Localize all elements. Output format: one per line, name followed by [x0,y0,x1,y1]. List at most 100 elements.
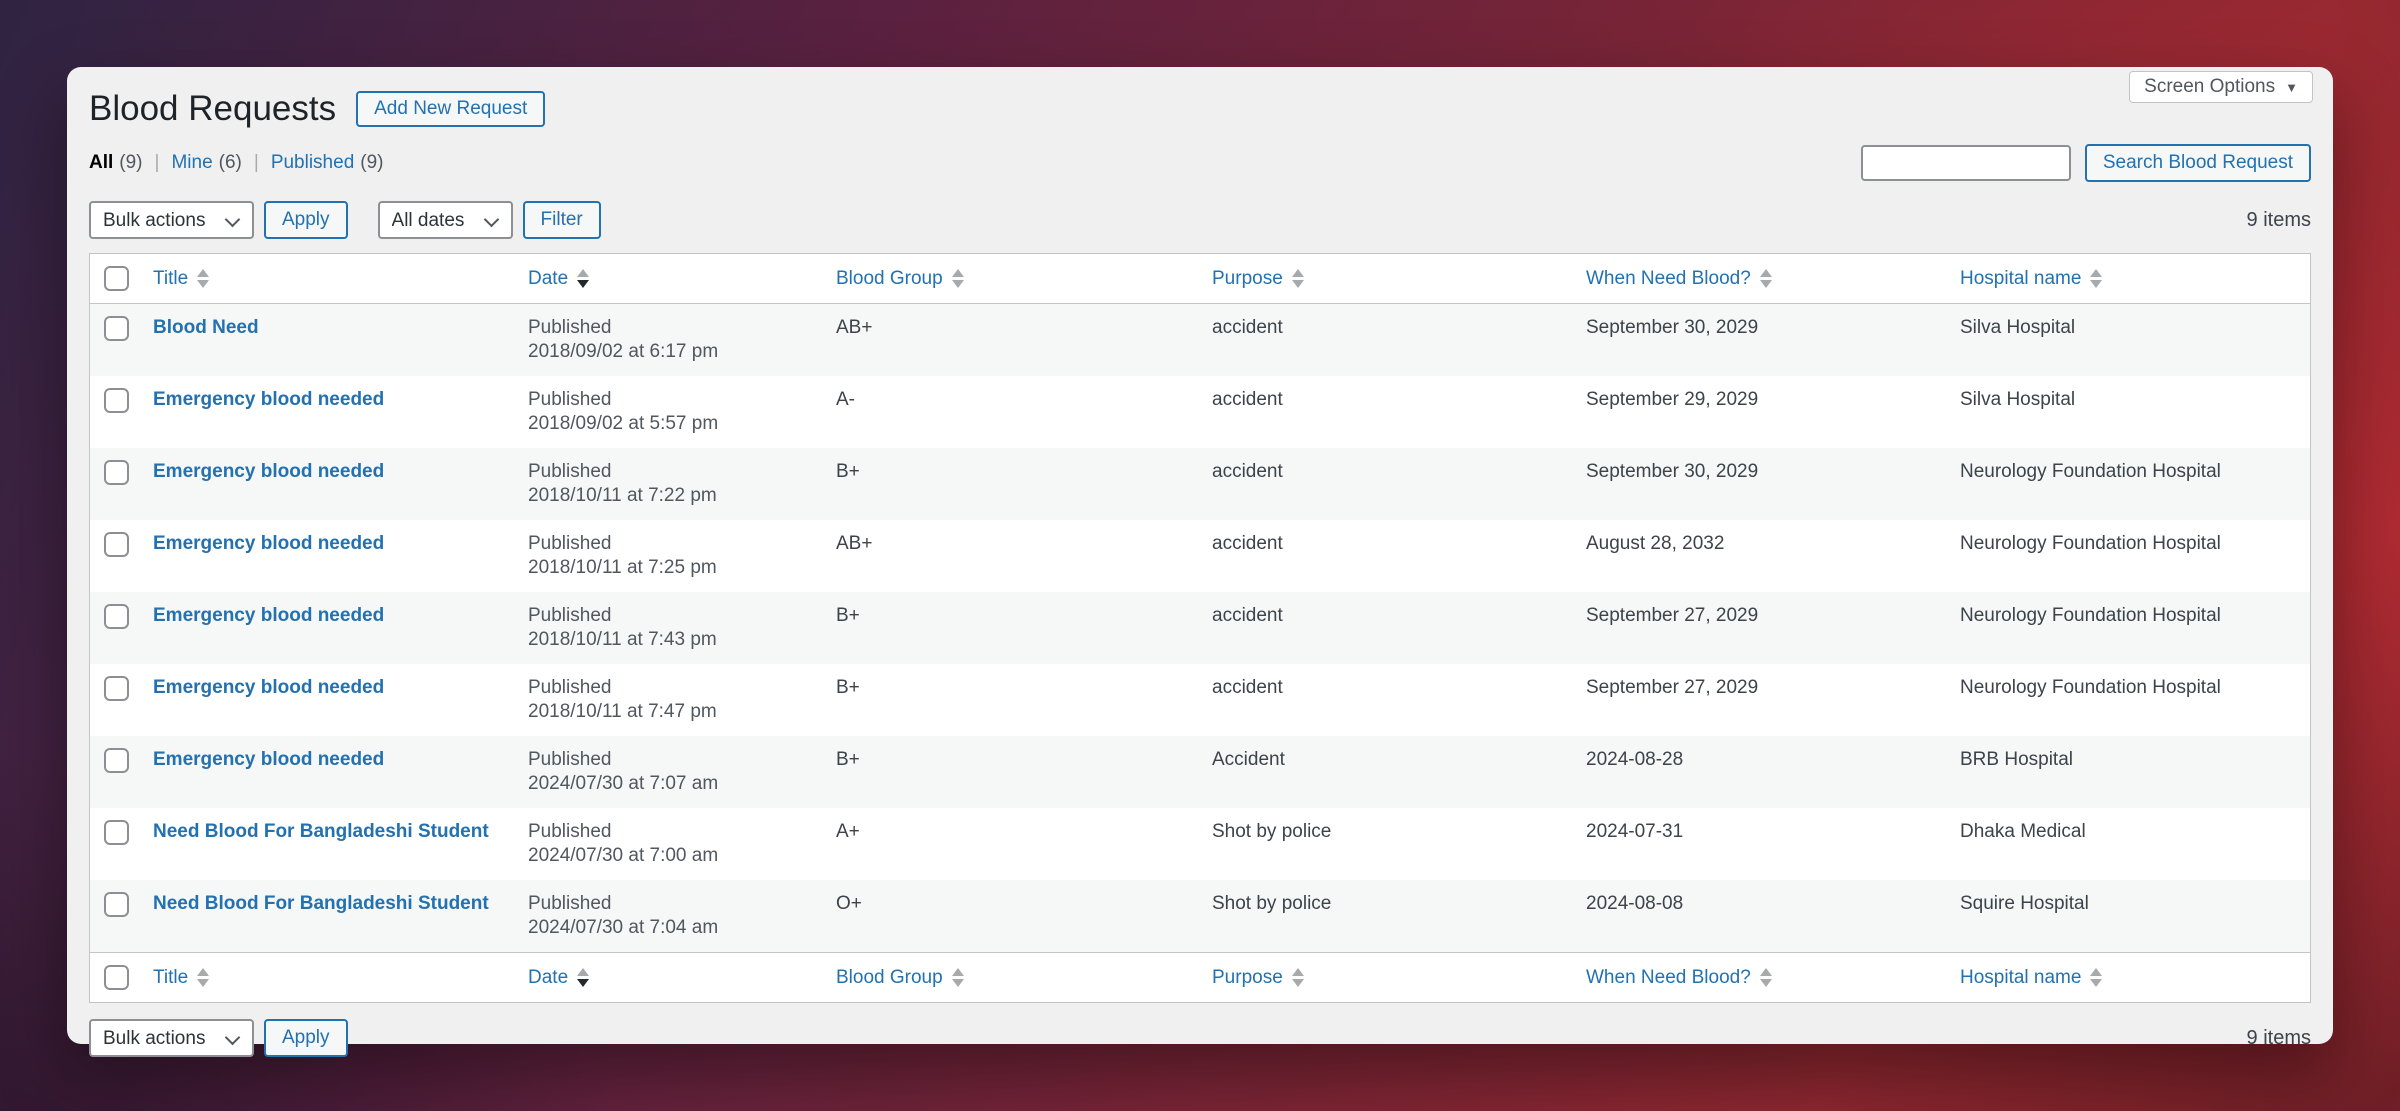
filter-button[interactable]: Filter [522,201,601,239]
row-date: 2018/10/11 at 7:47 pm [528,701,717,722]
column-label: Date [528,267,569,289]
select-all-checkbox[interactable] [104,965,129,990]
view-link-mine[interactable]: Mine [171,152,213,173]
column-header-hospital-name[interactable]: Hospital name [1960,268,2103,290]
row-checkbox[interactable] [104,388,129,413]
row-title-link[interactable]: Emergency blood needed [153,605,385,626]
dates-filter-select[interactable]: All dates [377,201,513,239]
view-link-all[interactable]: All [89,152,114,173]
row-blood-group: B+ [836,605,860,626]
row-title-link[interactable]: Need Blood For Bangladeshi Student [153,893,489,914]
sort-indicator-icon [1759,269,1772,288]
column-header-when-need-blood[interactable]: When Need Blood? [1586,268,1772,290]
row-title-link[interactable]: Emergency blood needed [153,389,385,410]
column-label: Purpose [1212,966,1283,988]
sort-indicator-icon [1759,968,1772,987]
view-count: (6) [218,152,242,173]
row-title-link[interactable]: Emergency blood needed [153,533,385,554]
row-date: 2024/07/30 at 7:07 am [528,773,719,794]
search-box: Search Blood Request [1860,144,2311,182]
column-header-date[interactable]: Date [528,966,590,989]
search-input[interactable] [1860,145,2071,181]
column-header-title[interactable]: Title [153,966,210,989]
row-blood-group: O+ [836,893,862,914]
table-row: Emergency blood needed Published 2018/10… [89,592,2311,664]
row-checkbox[interactable] [104,820,129,845]
table-row: Emergency blood needed Published 2018/09… [90,376,2311,448]
column-label: Title [153,966,189,988]
subnav-row: All(9)Mine(6)Published(9) Search Blood R… [89,143,2311,183]
top-toolbar: Bulk actions Apply All dates Filter 9 it… [89,201,2311,239]
view-link-published[interactable]: Published [270,152,355,173]
row-title-link[interactable]: Emergency blood needed [153,461,385,482]
table-header-row: Title Date Blood Group Purpose When Need Blo… [89,253,2311,304]
table-row: Emergency blood needed Published 2018/10… [90,520,2311,592]
row-title-link[interactable]: Emergency blood needed [153,749,385,770]
screen-options-tab[interactable]: Screen Options ▼ [2129,71,2313,103]
column-header-hospital-name[interactable]: Hospital name [1960,966,2103,989]
column-label: Date [528,966,569,988]
row-date: 2018/10/11 at 7:43 pm [528,629,717,650]
select-all-checkbox[interactable] [104,266,129,291]
row-title-link[interactable]: Emergency blood needed [153,677,385,698]
row-when-need-blood: 2024-08-08 [1586,893,1684,914]
row-checkbox[interactable] [104,748,129,773]
column-header-title[interactable]: Title [153,268,210,290]
column-header-when-need-blood[interactable]: When Need Blood? [1586,967,1772,989]
bulk-actions-select[interactable]: Bulk actions [89,201,254,239]
row-date: 2018/09/02 at 5:57 pm [528,413,719,434]
apply-button-bottom[interactable]: Apply [264,1019,348,1057]
row-purpose: accident [1212,605,1283,626]
row-purpose: accident [1212,533,1283,554]
column-label: Purpose [1212,267,1283,289]
add-new-request-button[interactable]: Add New Request [356,91,546,127]
row-title-link[interactable]: Need Blood For Bangladeshi Student [153,821,489,842]
row-title-link[interactable]: Blood Need [153,317,259,338]
row-when-need-blood: September 30, 2029 [1586,317,1759,338]
bottom-toolbar: Bulk actions Apply 9 items [89,1019,2311,1057]
column-header-date[interactable]: Date [528,267,590,290]
screen-options-label: Screen Options [2144,76,2276,97]
table-row: Emergency blood needed Published 2018/10… [89,448,2311,520]
row-status: Published [528,317,612,338]
row-date: 2018/10/11 at 7:25 pm [528,557,717,578]
bulk-actions-select-wrap-bottom: Bulk actions [89,1019,254,1057]
row-date: 2018/09/02 at 6:17 pm [528,341,719,362]
column-header-purpose[interactable]: Purpose [1212,967,1304,989]
table-body: Blood Need Published 2018/09/02 at 6:17 … [89,303,2311,953]
row-status: Published [528,821,612,842]
column-header-blood-group[interactable]: Blood Group [836,967,964,989]
row-checkbox[interactable] [104,316,129,341]
row-hospital-name: Silva Hospital [1960,389,2076,410]
sort-indicator-icon [1291,269,1304,288]
row-hospital-name: Dhaka Medical [1960,821,2086,842]
column-header-blood-group[interactable]: Blood Group [836,268,964,290]
row-hospital-name: Neurology Foundation Hospital [1960,461,2221,482]
row-checkbox[interactable] [104,460,129,485]
sort-indicator-icon [577,968,590,987]
row-checkbox[interactable] [104,892,129,917]
view-item-published: Published (9) [271,152,384,174]
row-when-need-blood: September 30, 2029 [1586,461,1759,482]
row-when-need-blood: August 28, 2032 [1586,533,1725,554]
table-row: Need Blood For Bangladeshi Student Publi… [90,808,2311,880]
row-hospital-name: Neurology Foundation Hospital [1960,677,2221,698]
row-blood-group: AB+ [836,533,873,554]
column-label: Hospital name [1960,966,2082,988]
row-checkbox[interactable] [104,532,129,557]
bulk-actions-select-bottom[interactable]: Bulk actions [89,1019,254,1057]
blood-requests-table: Title Date Blood Group Purpose When Need Blo… [89,253,2311,1003]
row-when-need-blood: September 27, 2029 [1586,605,1759,626]
row-checkbox[interactable] [104,676,129,701]
row-purpose: accident [1212,677,1283,698]
row-status: Published [528,389,612,410]
sort-indicator-icon [197,269,210,288]
search-blood-request-button[interactable]: Search Blood Request [2084,144,2311,182]
blood-requests-panel: Screen Options ▼ Blood Requests Add New … [67,67,2333,1057]
view-count: (9) [119,152,143,173]
row-date: 2018/10/11 at 7:22 pm [528,485,717,506]
row-checkbox[interactable] [104,604,129,629]
column-header-purpose[interactable]: Purpose [1212,268,1304,290]
apply-button[interactable]: Apply [264,201,348,239]
view-item-mine: Mine (6) [171,152,270,174]
